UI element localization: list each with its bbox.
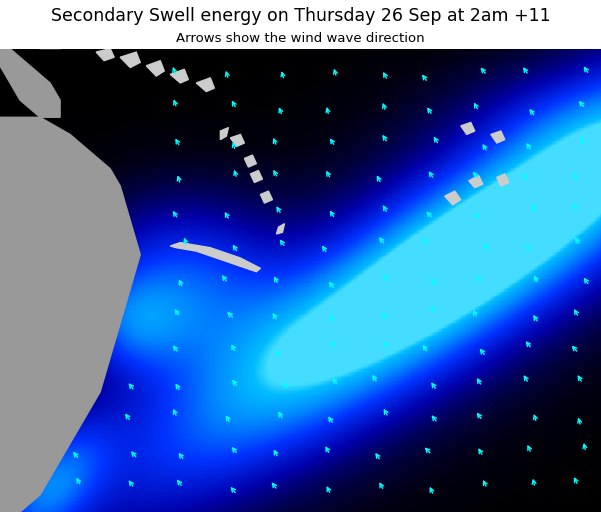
- Polygon shape: [120, 52, 140, 68]
- Polygon shape: [251, 170, 263, 182]
- Polygon shape: [245, 155, 257, 167]
- Polygon shape: [197, 78, 215, 92]
- Polygon shape: [221, 127, 228, 140]
- Polygon shape: [469, 176, 483, 188]
- Polygon shape: [0, 0, 70, 49]
- Polygon shape: [276, 224, 284, 234]
- Polygon shape: [170, 243, 260, 272]
- Polygon shape: [96, 49, 114, 60]
- Polygon shape: [146, 60, 164, 76]
- Polygon shape: [170, 69, 188, 83]
- Text: Arrows show the wind wave direction: Arrows show the wind wave direction: [176, 32, 425, 46]
- Polygon shape: [260, 191, 272, 203]
- Text: Secondary Swell energy on Thursday 26 Sep at 2am +11: Secondary Swell energy on Thursday 26 Se…: [50, 7, 551, 25]
- Polygon shape: [491, 131, 505, 143]
- Polygon shape: [461, 122, 475, 135]
- Polygon shape: [445, 191, 461, 205]
- Polygon shape: [0, 49, 60, 117]
- Polygon shape: [0, 117, 140, 512]
- Polygon shape: [497, 174, 509, 186]
- Polygon shape: [230, 135, 245, 146]
